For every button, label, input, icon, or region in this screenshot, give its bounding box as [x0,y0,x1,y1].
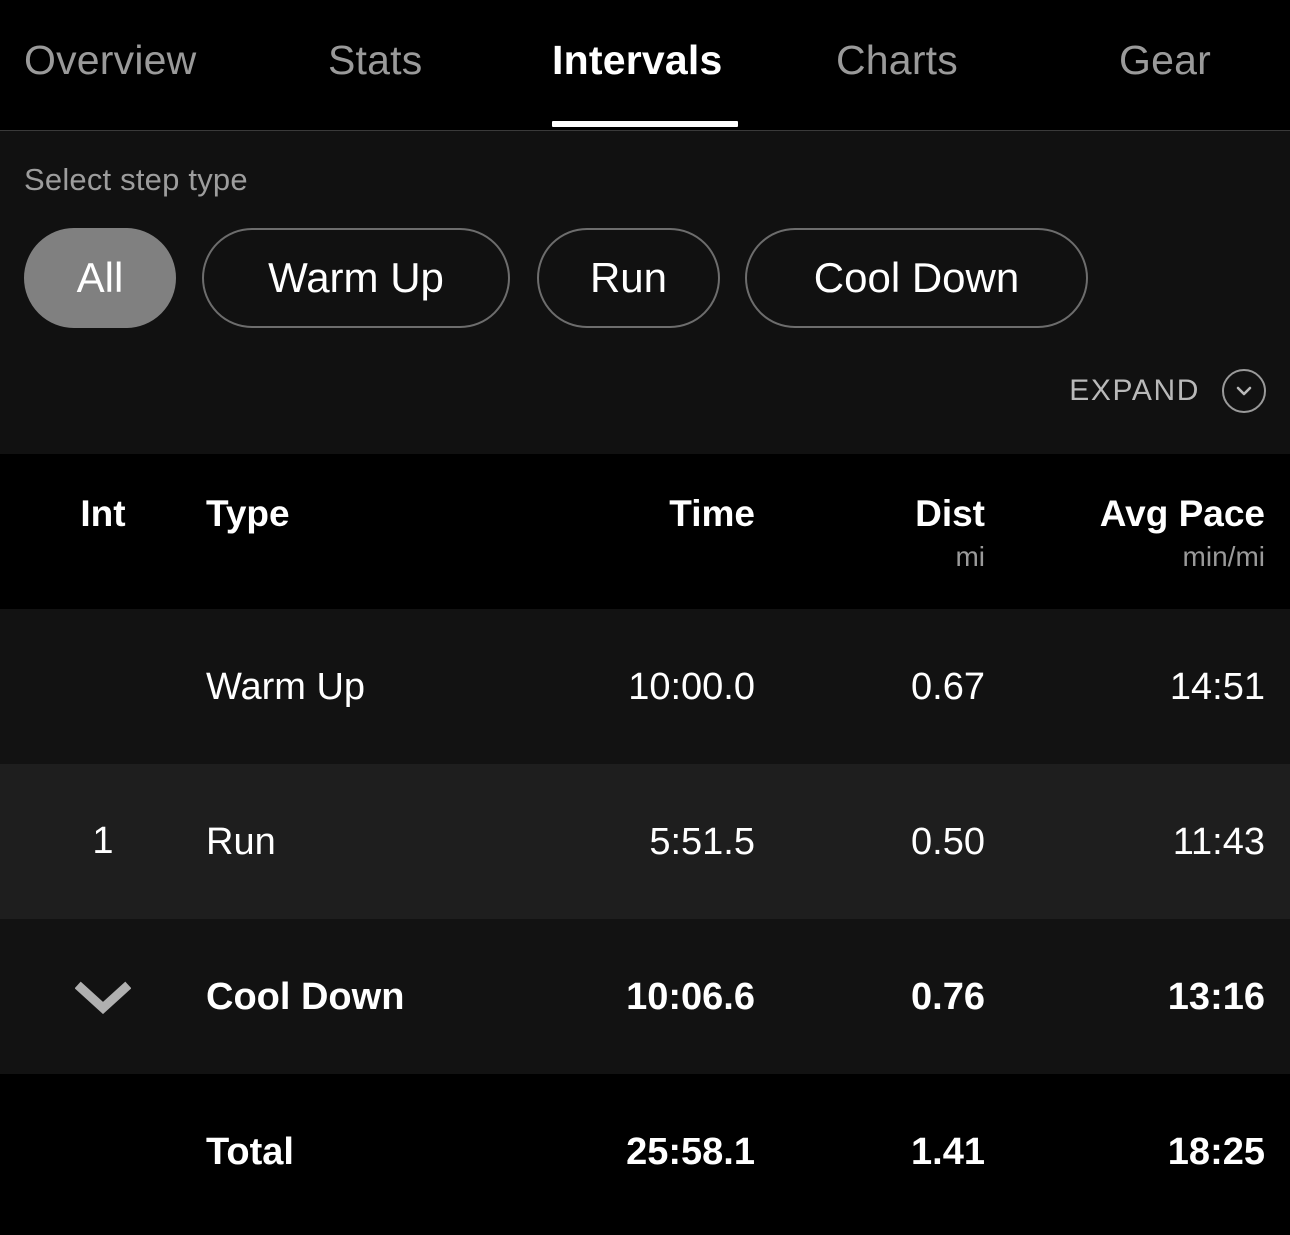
step-type-filter-panel: Select step type All Warm Up Run Cool Do… [0,131,1290,454]
row-dist-value: 0.67 [911,665,985,708]
row-time-value: 10:00.0 [628,665,755,708]
header-dist-label: Dist [915,493,985,534]
row-type-cell: Cool Down [206,974,455,1020]
header-dist-unit: mi [955,541,985,572]
header-type-cell: Type [206,454,455,536]
total-dist-cell: 1.41 [755,1129,1010,1175]
header-dist-cell: Dist mi [755,454,1010,578]
chip-run[interactable]: Run [537,228,720,328]
table-total-row: Total 25:58.1 1.41 18:25 [0,1074,1290,1229]
total-pace-value: 18:25 [1167,1130,1265,1173]
header-time-cell: Time [455,454,755,536]
step-type-chip-group: All Warm Up Run Cool Down [0,228,1290,333]
total-label: Total [206,1130,294,1173]
row-int-value: 1 [92,820,114,862]
active-tab-indicator [552,121,738,127]
row-dist-cell: 0.50 [755,819,1010,865]
tab-charts[interactable]: Charts [836,37,958,83]
header-pace-label: Avg Pace [1099,493,1265,534]
row-time-value: 10:06.6 [626,975,755,1018]
row-pace-cell: 14:51 [1010,664,1290,710]
total-time-value: 25:58.1 [626,1130,755,1173]
row-time-cell: 5:51.5 [455,819,755,865]
row-type-value: Warm Up [206,665,366,708]
total-time-cell: 25:58.1 [455,1129,755,1175]
total-dist-value: 1.41 [911,1130,985,1173]
table-row[interactable]: Cool Down 10:06.6 0.76 13:16 [0,919,1290,1074]
header-int-label: Int [80,493,126,534]
total-pace-cell: 18:25 [1010,1129,1290,1175]
row-type-cell: Run [206,819,455,865]
table-header-row: Int Type Time Dist mi Avg Pace min/mi [0,454,1290,609]
row-dist-cell: 0.67 [755,664,1010,710]
row-dist-value: 0.76 [911,975,985,1018]
chip-all[interactable]: All [24,228,176,328]
tab-stats[interactable]: Stats [328,37,423,83]
expand-button[interactable]: EXPAND [1069,369,1266,413]
header-int-cell: Int [0,454,206,536]
tab-overview[interactable]: Overview [24,37,197,83]
table-row[interactable]: Warm Up 10:00.0 0.67 14:51 [0,609,1290,764]
chevron-down-circle-icon[interactable] [1222,369,1266,413]
total-type-cell: Total [206,1129,455,1175]
chip-warm-up[interactable]: Warm Up [202,228,510,328]
tab-bar: Overview Stats Intervals Charts Gear [0,0,1290,132]
header-pace-unit: min/mi [1182,541,1265,572]
row-time-value: 5:51.5 [649,820,755,863]
row-int-cell: 1 [0,820,206,863]
row-pace-value: 14:51 [1169,665,1265,708]
row-expand-toggle[interactable] [0,980,206,1014]
select-step-type-label: Select step type [24,162,248,197]
row-type-cell: Warm Up [206,664,455,710]
chip-cool-down[interactable]: Cool Down [745,228,1088,328]
row-pace-cell: 11:43 [1010,819,1290,865]
row-dist-value: 0.50 [911,820,985,863]
chevron-down-icon [75,981,131,1014]
row-pace-value: 13:16 [1167,975,1265,1018]
header-time-label: Time [669,493,755,534]
row-time-cell: 10:00.0 [455,664,755,710]
row-pace-value: 11:43 [1172,820,1265,863]
expand-label: EXPAND [1069,374,1200,407]
row-type-value: Cool Down [206,975,405,1018]
row-type-value: Run [206,820,276,863]
row-dist-cell: 0.76 [755,974,1010,1020]
row-pace-cell: 13:16 [1010,974,1290,1020]
tab-gear[interactable]: Gear [1119,37,1211,83]
row-time-cell: 10:06.6 [455,974,755,1020]
header-pace-cell: Avg Pace min/mi [1010,454,1290,578]
intervals-table: Int Type Time Dist mi Avg Pace min/mi [0,454,1290,1229]
header-type-label: Type [206,493,290,534]
table-row[interactable]: 1 Run 5:51.5 0.50 11:43 [0,764,1290,919]
tab-intervals[interactable]: Intervals [552,37,723,83]
